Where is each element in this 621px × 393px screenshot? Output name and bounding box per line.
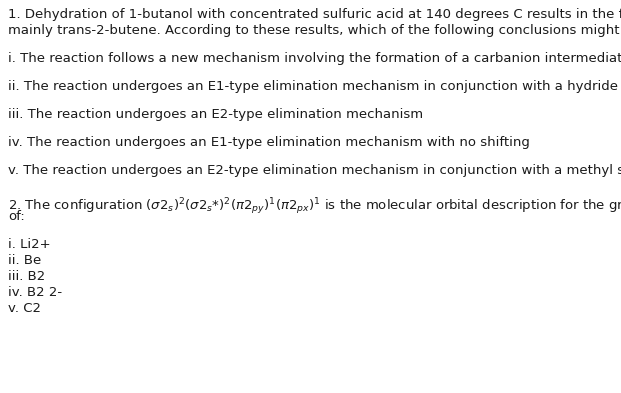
Text: mainly trans-2-butene. According to these results, which of the following conclu: mainly trans-2-butene. According to thes… <box>8 24 621 37</box>
Text: 2. The configuration ($\sigma$2$_s$)$^2$($\sigma$2$_s$*$)^2$($\pi$2$_{py}$)$^1$(: 2. The configuration ($\sigma$2$_s$)$^2$… <box>8 196 621 217</box>
Text: ii. Be: ii. Be <box>8 254 41 267</box>
Text: v. C2: v. C2 <box>8 302 41 315</box>
Text: v. The reaction undergoes an E2-type elimination mechanism in conjunction with a: v. The reaction undergoes an E2-type eli… <box>8 164 621 177</box>
Text: i. The reaction follows a new mechanism involving the formation of a carbanion i: i. The reaction follows a new mechanism … <box>8 52 621 65</box>
Text: 1. Dehydration of 1-butanol with concentrated sulfuric acid at 140 degrees C res: 1. Dehydration of 1-butanol with concent… <box>8 8 621 21</box>
Text: ii. The reaction undergoes an E1-type elimination mechanism in conjunction with : ii. The reaction undergoes an E1-type el… <box>8 80 621 93</box>
Text: i. Li2+: i. Li2+ <box>8 238 51 251</box>
Text: iv. B2 2-: iv. B2 2- <box>8 286 62 299</box>
Text: iii. B2: iii. B2 <box>8 270 45 283</box>
Text: of:: of: <box>8 210 25 223</box>
Text: iii. The reaction undergoes an E2-type elimination mechanism: iii. The reaction undergoes an E2-type e… <box>8 108 423 121</box>
Text: iv. The reaction undergoes an E1-type elimination mechanism with no shifting: iv. The reaction undergoes an E1-type el… <box>8 136 530 149</box>
